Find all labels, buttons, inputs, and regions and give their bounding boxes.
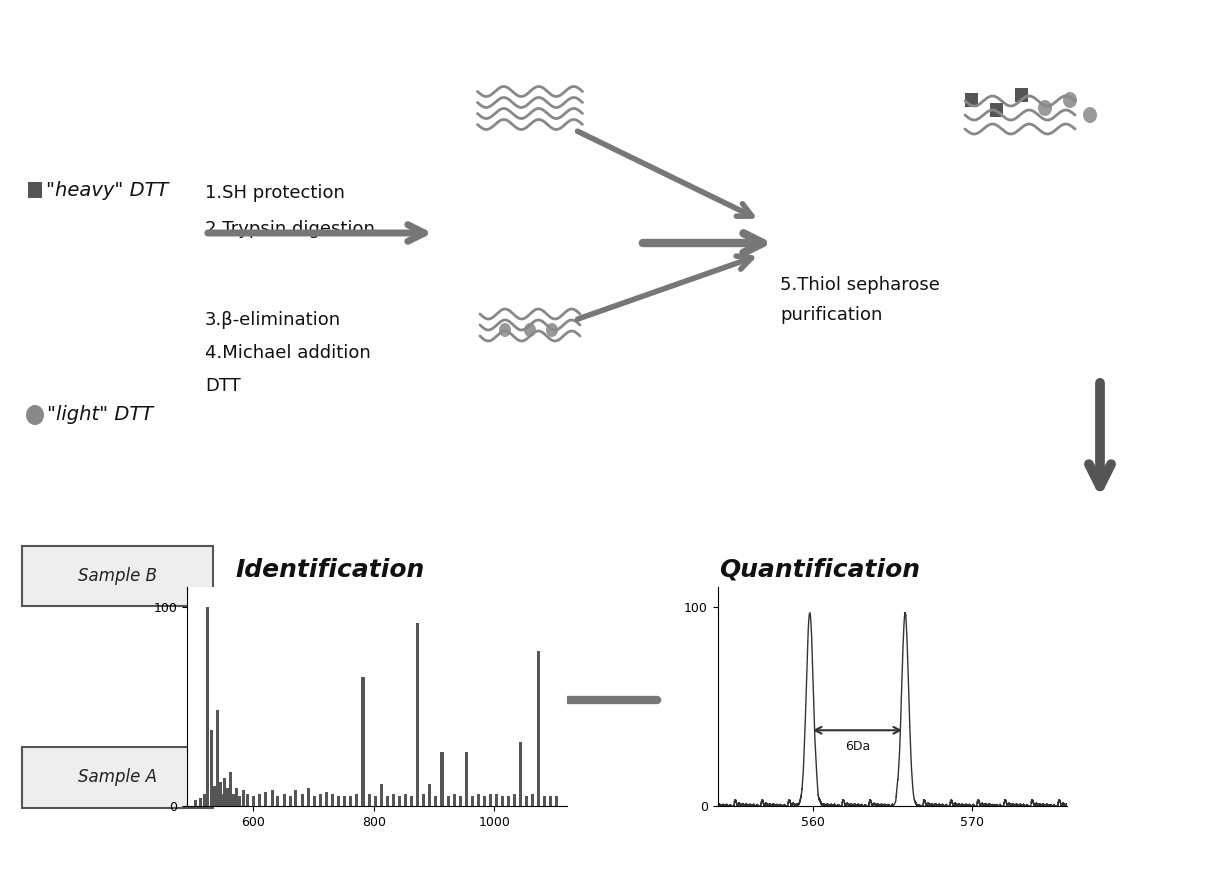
Bar	[549, 796, 552, 806]
Text: 2.Trypsin digestion: 2.Trypsin digestion	[205, 220, 375, 238]
Bar	[494, 794, 498, 806]
Bar	[282, 794, 286, 806]
Bar	[513, 794, 516, 806]
Bar	[219, 782, 222, 806]
Bar	[434, 796, 438, 806]
Bar	[330, 794, 334, 806]
Bar	[233, 794, 235, 806]
Bar	[531, 794, 534, 806]
Bar	[452, 794, 456, 806]
Bar	[543, 796, 546, 806]
FancyBboxPatch shape	[22, 546, 213, 606]
Bar	[350, 796, 352, 806]
Bar	[229, 772, 233, 806]
Bar	[965, 93, 978, 107]
Bar	[252, 796, 254, 806]
Bar	[213, 786, 216, 806]
Text: heavy: heavy	[870, 601, 920, 616]
Ellipse shape	[499, 323, 511, 337]
Bar	[203, 794, 206, 806]
Bar	[500, 796, 504, 806]
Bar	[398, 796, 402, 806]
Bar	[416, 623, 420, 806]
Bar	[238, 796, 241, 806]
Bar	[458, 796, 462, 806]
Text: "light" DTT: "light" DTT	[47, 406, 153, 425]
Bar	[199, 798, 201, 806]
Bar	[488, 794, 492, 806]
Bar	[519, 742, 522, 806]
Bar	[223, 778, 227, 806]
Bar	[356, 794, 358, 806]
Bar	[507, 796, 510, 806]
Bar	[320, 794, 322, 806]
Ellipse shape	[1062, 92, 1077, 108]
Text: purification: purification	[780, 306, 883, 324]
Bar	[362, 676, 364, 806]
Ellipse shape	[1038, 100, 1052, 116]
Ellipse shape	[1083, 107, 1097, 123]
Bar	[288, 796, 292, 806]
Bar	[380, 784, 384, 806]
Text: 5.Thiol sepharose: 5.Thiol sepharose	[780, 276, 939, 294]
Bar	[264, 792, 268, 806]
Bar	[555, 796, 558, 806]
Text: light: light	[725, 592, 759, 607]
Bar	[386, 796, 390, 806]
Bar	[410, 796, 414, 806]
Text: 3.β-elimination: 3.β-elimination	[205, 311, 341, 329]
Bar	[221, 794, 224, 806]
Bar	[235, 788, 238, 806]
Text: DTT: DTT	[205, 377, 241, 395]
Bar	[306, 788, 310, 806]
Bar	[1015, 88, 1028, 102]
Bar	[880, 622, 891, 634]
Text: Identification: Identification	[235, 558, 425, 582]
Text: "heavy" DTT: "heavy" DTT	[46, 180, 169, 200]
Bar	[464, 752, 468, 806]
Bar	[537, 651, 540, 806]
Bar	[206, 607, 209, 806]
Text: Sample A: Sample A	[78, 768, 157, 787]
Bar	[392, 794, 396, 806]
Bar	[440, 752, 444, 806]
Bar	[28, 182, 42, 198]
Bar	[227, 788, 229, 806]
Bar	[324, 792, 328, 806]
Bar	[368, 794, 371, 806]
Bar	[404, 794, 408, 806]
FancyBboxPatch shape	[22, 747, 213, 808]
Text: 4.Michael addition: 4.Michael addition	[205, 344, 370, 362]
Bar	[482, 796, 486, 806]
Ellipse shape	[27, 405, 43, 425]
Bar	[271, 790, 274, 806]
Bar	[525, 796, 528, 806]
Bar	[241, 790, 245, 806]
Bar	[194, 800, 198, 806]
Ellipse shape	[725, 612, 734, 624]
Bar	[210, 731, 212, 806]
Bar	[246, 794, 250, 806]
Text: Quantification: Quantification	[720, 558, 920, 582]
Text: 6Da: 6Da	[845, 740, 870, 753]
Ellipse shape	[523, 323, 535, 337]
Bar	[344, 796, 346, 806]
Bar	[446, 796, 450, 806]
Bar	[374, 796, 377, 806]
Bar	[216, 710, 219, 806]
Bar	[312, 796, 316, 806]
Ellipse shape	[546, 323, 558, 337]
Bar	[428, 784, 432, 806]
Bar	[276, 796, 280, 806]
Bar	[422, 794, 426, 806]
Bar	[470, 796, 474, 806]
Text: 1.SH protection: 1.SH protection	[205, 184, 345, 202]
Bar	[336, 796, 340, 806]
Bar	[476, 794, 480, 806]
Bar	[990, 103, 1003, 117]
Text: Sample B: Sample B	[78, 567, 157, 585]
Bar	[300, 794, 304, 806]
Bar	[294, 790, 297, 806]
Bar	[258, 794, 262, 806]
